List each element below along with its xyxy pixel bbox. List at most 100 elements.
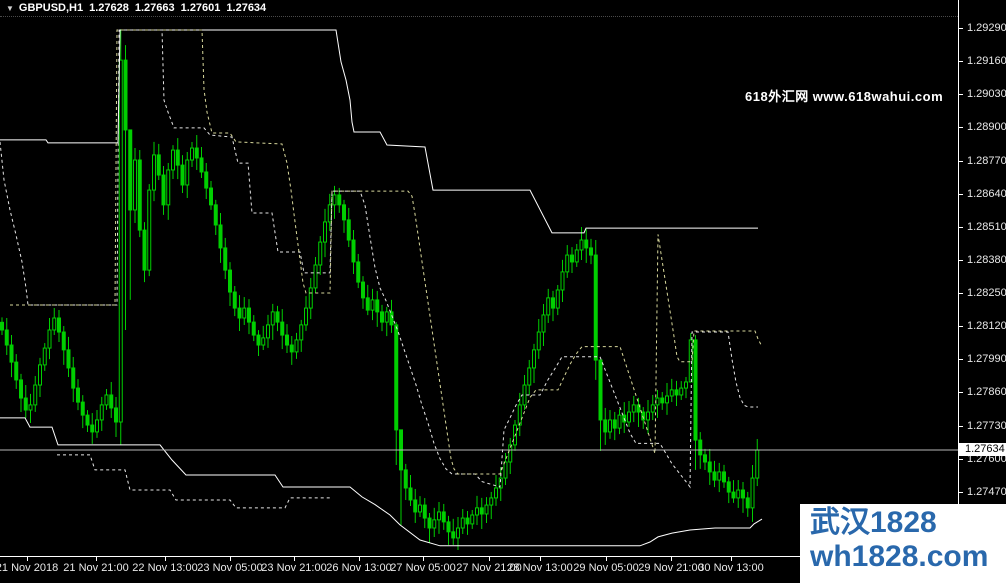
candle-body: [166, 169, 171, 206]
candle-body: [370, 299, 375, 311]
candle-body: [185, 159, 190, 186]
candle-body: [532, 349, 536, 369]
candle-body: [247, 307, 251, 323]
candle-body: [522, 384, 527, 406]
symbol-dropdown-icon[interactable]: ▼: [6, 3, 14, 13]
candle-body: [342, 204, 346, 221]
candle-body: [308, 287, 313, 309]
candle-body: [242, 307, 247, 319]
price-axis-tick: [958, 94, 963, 96]
candle-body: [323, 221, 327, 243]
candle-body: [57, 317, 61, 333]
candle-body: [384, 311, 389, 323]
price-axis-tick: [958, 127, 963, 129]
time-axis-label: 23 Nov 21:00: [261, 562, 327, 574]
candle-body: [33, 384, 38, 406]
candle-body: [152, 154, 156, 191]
time-axis-label: 28 Nov 13:00: [507, 562, 573, 574]
candle-body: [427, 517, 432, 529]
inner-channel-dashed-yellow-line: [10, 29, 763, 475]
candle-body: [736, 489, 741, 499]
candle-body: [133, 159, 137, 211]
candle-body: [484, 504, 489, 515]
time-axis-tick: [230, 556, 231, 561]
candle-body: [446, 521, 451, 533]
candle-body: [655, 397, 660, 406]
quote-open: 1.27628: [89, 2, 129, 14]
candle-body: [270, 311, 275, 326]
candle-body: [555, 289, 560, 309]
price-axis-tick: [958, 61, 963, 63]
candle-body: [180, 164, 185, 186]
candle-body: [674, 389, 679, 396]
price-axis-tick: [958, 293, 963, 295]
candle-body: [584, 239, 589, 249]
time-axis-label: 23 Nov 05:00: [197, 562, 263, 574]
candle-body: [418, 504, 422, 513]
candle-body: [204, 171, 209, 189]
lower-left-dashed-white-line: [57, 454, 330, 509]
candle-body: [560, 271, 565, 291]
candle-body: [755, 449, 760, 479]
time-axis-label: 29 Nov 05:00: [573, 562, 639, 574]
candle-body: [23, 397, 28, 411]
time-axis-label: 26 Nov 13:00: [326, 562, 392, 574]
candle-body: [712, 471, 717, 481]
candle-body: [456, 527, 460, 539]
candle-body: [389, 311, 394, 326]
candle-body: [365, 297, 370, 311]
candle-body: [551, 297, 555, 309]
candle-body: [479, 507, 484, 515]
time-axis-label: 27 Nov 05:00: [390, 562, 456, 574]
candle-body: [4, 329, 9, 346]
candle-body: [0, 321, 4, 331]
candle-body: [703, 454, 707, 463]
candle-body: [665, 395, 669, 404]
price-axis-tick: [958, 425, 963, 427]
candle-body: [332, 194, 337, 206]
candle-body: [361, 281, 365, 299]
price-axis-tick: [958, 491, 963, 493]
candle-body: [47, 329, 52, 349]
candle-body: [19, 379, 23, 399]
candle-body: [351, 239, 356, 263]
time-axis-tick: [731, 556, 732, 561]
price-axis-tick: [958, 326, 963, 328]
candle-body: [299, 324, 304, 341]
price-axis-line: [958, 0, 959, 556]
quote-close: 1.27634: [226, 2, 267, 14]
candle-body: [218, 224, 223, 249]
time-axis-line: [0, 556, 958, 557]
candle-body: [209, 187, 213, 206]
candle-body: [408, 487, 413, 501]
price-axis-label: 1.29290: [967, 22, 1006, 34]
candle-body: [726, 481, 731, 493]
candle-body: [603, 419, 608, 433]
candle-body: [38, 364, 42, 386]
candle-body: [137, 159, 142, 231]
candle-body: [294, 339, 299, 353]
candle-body: [646, 411, 650, 421]
candle-body: [693, 339, 698, 441]
time-axis-tick: [96, 556, 97, 561]
price-axis-tick: [958, 28, 963, 29]
candle-body: [109, 394, 114, 409]
time-axis-tick: [294, 556, 295, 561]
candle-body: [175, 149, 180, 166]
time-axis-label: 27 Nov 21:00: [456, 562, 522, 574]
candle-body: [717, 471, 722, 481]
candle-body: [465, 517, 470, 525]
candle-body: [275, 311, 280, 323]
time-axis-label: 21 Nov 21:00: [63, 562, 129, 574]
candle-body: [731, 491, 736, 499]
quote-high: 1.27663: [134, 2, 175, 14]
candle-body: [251, 321, 256, 336]
price-axis-tick: [958, 160, 963, 162]
candle-body: [190, 147, 194, 161]
candle-body: [394, 324, 399, 431]
candle-body: [565, 254, 570, 273]
time-axis-tick: [423, 556, 424, 561]
candle-body: [413, 499, 418, 513]
